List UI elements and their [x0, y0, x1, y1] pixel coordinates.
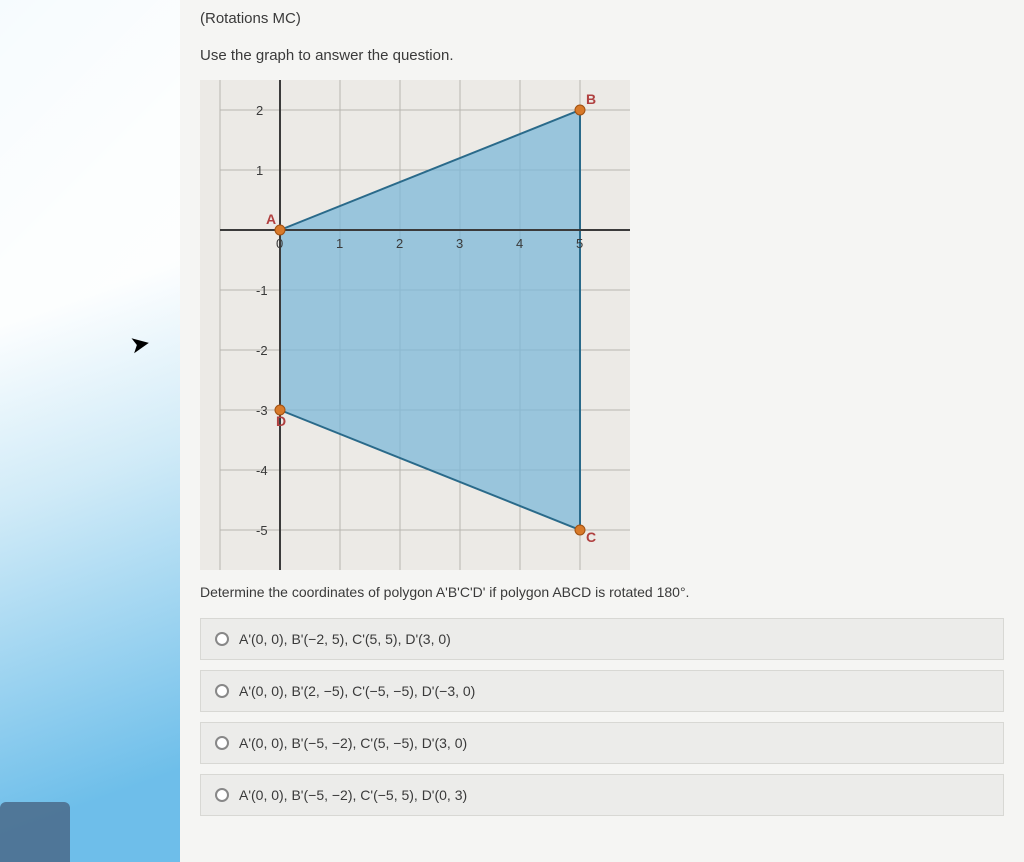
svg-text:4: 4 [516, 236, 523, 251]
answer-option[interactable]: A'(0, 0), B'(−2, 5), C'(5, 5), D'(3, 0) [200, 618, 1004, 660]
taskbar-fragment [0, 802, 70, 862]
question-prompt: Determine the coordinates of polygon A'B… [200, 584, 1004, 600]
radio-icon[interactable] [215, 788, 229, 802]
svg-text:1: 1 [336, 236, 343, 251]
option-label: A'(0, 0), B'(−5, −2), C'(5, −5), D'(3, 0… [239, 735, 467, 751]
radio-icon[interactable] [215, 632, 229, 646]
option-label: A'(0, 0), B'(−2, 5), C'(5, 5), D'(3, 0) [239, 631, 451, 647]
svg-text:-1: -1 [256, 283, 268, 298]
option-label: A'(0, 0), B'(2, −5), C'(−5, −5), D'(−3, … [239, 683, 475, 699]
svg-text:-4: -4 [256, 463, 268, 478]
svg-text:B: B [586, 91, 596, 107]
radio-icon[interactable] [215, 684, 229, 698]
svg-text:5: 5 [576, 236, 583, 251]
svg-text:0: 0 [276, 236, 283, 251]
answer-option[interactable]: A'(0, 0), B'(−5, −2), C'(−5, 5), D'(0, 3… [200, 774, 1004, 816]
question-instruction: Use the graph to answer the question. [200, 47, 1004, 64]
svg-text:3: 3 [456, 236, 463, 251]
question-panel: (Rotations MC) Use the graph to answer t… [180, 0, 1024, 862]
svg-text:1: 1 [256, 163, 263, 178]
svg-text:-5: -5 [256, 523, 268, 538]
svg-text:D: D [276, 413, 286, 429]
answer-option[interactable]: A'(0, 0), B'(−5, −2), C'(5, −5), D'(3, 0… [200, 722, 1004, 764]
answer-option[interactable]: A'(0, 0), B'(2, −5), C'(−5, −5), D'(−3, … [200, 670, 1004, 712]
svg-text:-3: -3 [256, 403, 268, 418]
svg-text:A: A [266, 211, 276, 227]
svg-text:-2: -2 [256, 343, 268, 358]
question-category: (Rotations MC) [200, 10, 1004, 27]
option-label: A'(0, 0), B'(−5, −2), C'(−5, 5), D'(0, 3… [239, 787, 467, 803]
coordinate-graph: 0 1 2 3 4 5 -5 -4 -3 -2 -1 1 2 A B C D [200, 80, 630, 570]
svg-text:2: 2 [256, 103, 263, 118]
svg-text:C: C [586, 529, 596, 545]
svg-text:2: 2 [396, 236, 403, 251]
radio-icon[interactable] [215, 736, 229, 750]
screen-background-left [0, 0, 180, 862]
answer-options: A'(0, 0), B'(−2, 5), C'(5, 5), D'(3, 0) A… [200, 618, 1004, 816]
graph-svg: 0 1 2 3 4 5 -5 -4 -3 -2 -1 1 2 A B C D [200, 80, 630, 570]
